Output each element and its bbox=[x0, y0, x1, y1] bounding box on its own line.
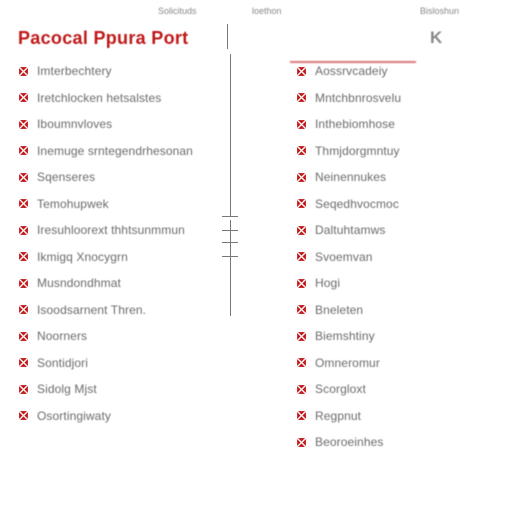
bullet-icon bbox=[18, 225, 29, 236]
bullet-icon bbox=[296, 331, 307, 342]
bullet-icon bbox=[18, 119, 29, 130]
list-item: Iretchlocken hetsalstes bbox=[18, 85, 268, 112]
list-item-label: Iresuhloorext thhtsunmmun bbox=[37, 223, 185, 237]
list-item: Thmjdorgmntuy bbox=[296, 138, 506, 165]
bullet-icon bbox=[18, 278, 29, 289]
bullet-icon bbox=[296, 278, 307, 289]
bullet-icon bbox=[296, 357, 307, 368]
list-item: Hogi bbox=[296, 270, 506, 297]
list-item-label: Thmjdorgmntuy bbox=[315, 144, 400, 158]
list-item-label: Sontidjori bbox=[37, 356, 88, 370]
list-item-label: Iboumnvloves bbox=[37, 117, 112, 131]
bullet-icon bbox=[296, 198, 307, 209]
list-item-label: Scorgloxt bbox=[315, 382, 366, 396]
list-item: Daltuhtamws bbox=[296, 217, 506, 244]
list-item: Sidolg Mjst bbox=[18, 376, 268, 403]
list-item-label: Inemuge srntegendrhesonan bbox=[37, 144, 193, 158]
list-item-label: Mntchbnrosvelu bbox=[315, 91, 401, 105]
divider-vertical-a bbox=[227, 24, 228, 49]
list-item: Regpnut bbox=[296, 403, 506, 430]
list-item: Inemuge srntegendrhesonan bbox=[18, 138, 268, 165]
list-item: Isoodsarnent Thren. bbox=[18, 297, 268, 324]
list-item-label: Isoodsarnent Thren. bbox=[37, 303, 146, 317]
bullet-icon bbox=[296, 66, 307, 77]
bullet-icon bbox=[296, 172, 307, 183]
list-item-label: Aossrvcadeiy bbox=[315, 64, 388, 78]
list-item-label: Seqedhvocmoc bbox=[315, 197, 399, 211]
bullet-icon bbox=[296, 384, 307, 395]
list-item-label: Osortingiwaty bbox=[37, 409, 111, 423]
list-item-label: Musndondhmat bbox=[37, 276, 121, 290]
list-item: Musndondhmat bbox=[18, 270, 268, 297]
list-item-label: Ikmigq Xnocygrn bbox=[37, 250, 128, 264]
list-item: Seqedhvocmoc bbox=[296, 191, 506, 218]
list-item-label: Noorners bbox=[37, 329, 87, 343]
list-item: Noorners bbox=[18, 323, 268, 350]
list-item: Sontidjori bbox=[18, 350, 268, 377]
bullet-icon bbox=[18, 172, 29, 183]
bullet-icon bbox=[18, 92, 29, 103]
bullet-icon bbox=[18, 331, 29, 342]
list-item-label: Hogi bbox=[315, 276, 340, 290]
list-item: Bneleten bbox=[296, 297, 506, 324]
bullet-icon bbox=[296, 437, 307, 448]
bullet-icon bbox=[18, 357, 29, 368]
list-item: Imterbechtery bbox=[18, 58, 268, 85]
top-label-0: Solicituds bbox=[158, 6, 197, 16]
list-item-label: Regpnut bbox=[315, 409, 361, 423]
list-item-label: Temohupwek bbox=[37, 197, 109, 211]
list-item-label: Neinennukes bbox=[315, 170, 386, 184]
bullet-icon bbox=[296, 251, 307, 262]
bullet-icon bbox=[296, 145, 307, 156]
list-item: Iboumnvloves bbox=[18, 111, 268, 138]
header-right-glyph: K bbox=[430, 28, 442, 48]
bullet-icon bbox=[296, 92, 307, 103]
page-title: Pacocal Ppura Port bbox=[18, 28, 188, 49]
list-item: Temohupwek bbox=[18, 191, 268, 218]
divider-horizontal bbox=[222, 242, 238, 243]
list-item-label: Sqenseres bbox=[37, 170, 95, 184]
list-item-label: Beoroeinhes bbox=[315, 435, 383, 449]
bullet-icon bbox=[18, 251, 29, 262]
top-label-1: loethon bbox=[252, 6, 282, 16]
list-item: Biemshtiny bbox=[296, 323, 506, 350]
bullet-icon bbox=[18, 410, 29, 421]
list-item-label: Sidolg Mjst bbox=[37, 382, 97, 396]
list-item: Aossrvcadeiy bbox=[296, 58, 506, 85]
list-item-label: Bneleten bbox=[315, 303, 363, 317]
bullet-icon bbox=[296, 119, 307, 130]
list-item-label: Omneromur bbox=[315, 356, 380, 370]
list-item-label: Biemshtiny bbox=[315, 329, 375, 343]
list-item-label: Daltuhtamws bbox=[315, 223, 385, 237]
list-item-label: Inthebiomhose bbox=[315, 117, 395, 131]
list-item: Mntchbnrosvelu bbox=[296, 85, 506, 112]
bullet-icon bbox=[296, 410, 307, 421]
top-label-2: Bisloshun bbox=[420, 6, 459, 16]
column-right: Aossrvcadeiy Mntchbnrosvelu Inthebiomhose T… bbox=[296, 58, 506, 512]
list-item: Osortingiwaty bbox=[18, 403, 268, 430]
bullet-icon bbox=[18, 384, 29, 395]
list-item: Neinennukes bbox=[296, 164, 506, 191]
list-item-label: Imterbechtery bbox=[37, 64, 112, 78]
bullet-icon bbox=[296, 225, 307, 236]
list-item: Sqenseres bbox=[18, 164, 268, 191]
bullet-icon bbox=[18, 66, 29, 77]
divider-horizontal bbox=[222, 230, 238, 231]
list-item-label: Svoemvan bbox=[315, 250, 373, 264]
bullet-icon bbox=[18, 304, 29, 315]
list-item-label: Iretchlocken hetsalstes bbox=[37, 91, 161, 105]
bullet-icon bbox=[18, 198, 29, 209]
list-item: Omneromur bbox=[296, 350, 506, 377]
list-item: Svoemvan bbox=[296, 244, 506, 271]
column-left: Imterbechtery Iretchlocken hetsalstes Ibou… bbox=[18, 58, 268, 512]
divider-horizontal bbox=[222, 256, 238, 257]
divider-horizontal bbox=[222, 216, 238, 217]
list-item: Scorgloxt bbox=[296, 376, 506, 403]
bullet-icon bbox=[18, 145, 29, 156]
list-item: Beoroeinhes bbox=[296, 429, 506, 456]
columns: Imterbechtery Iretchlocken hetsalstes Ibou… bbox=[0, 58, 512, 512]
bullet-icon bbox=[296, 304, 307, 315]
list-item: Inthebiomhose bbox=[296, 111, 506, 138]
